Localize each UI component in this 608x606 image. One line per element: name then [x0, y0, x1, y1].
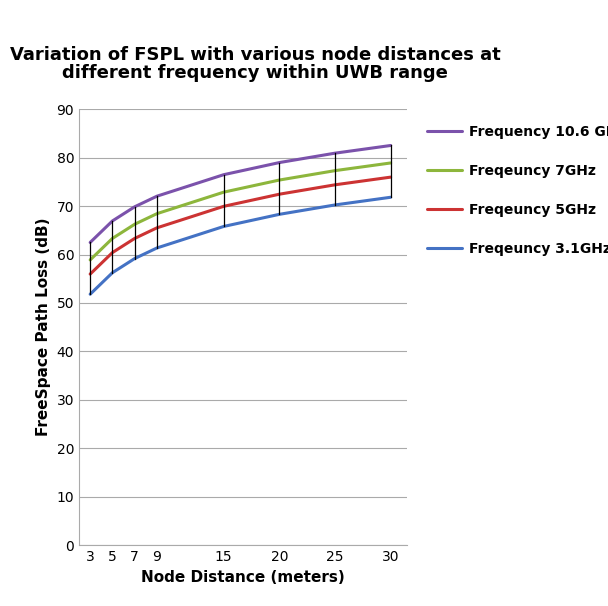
Freqeuncy 7GHz	[131, 221, 139, 228]
Frequency 10.6 GHz	[86, 239, 94, 246]
Freqeuncy 5GHz	[387, 173, 395, 181]
Freqeuncy 3.1GHz	[275, 211, 283, 218]
Line: Freqeuncy 7GHz: Freqeuncy 7GHz	[90, 163, 391, 260]
Frequency 10.6 GHz	[220, 171, 227, 178]
Freqeuncy 5GHz	[131, 235, 139, 242]
Frequency 10.6 GHz	[153, 193, 161, 200]
Y-axis label: FreeSpace Path Loss (dB): FreeSpace Path Loss (dB)	[36, 218, 51, 436]
Freqeuncy 3.1GHz	[153, 244, 161, 251]
Freqeuncy 7GHz	[331, 167, 339, 175]
Freqeuncy 3.1GHz	[331, 201, 339, 208]
Text: Variation of FSPL with various node distances at: Variation of FSPL with various node dist…	[10, 45, 501, 64]
Freqeuncy 7GHz	[387, 159, 395, 167]
Freqeuncy 5GHz	[109, 249, 116, 256]
Freqeuncy 3.1GHz	[86, 291, 94, 298]
Line: Frequency 10.6 GHz: Frequency 10.6 GHz	[90, 145, 391, 242]
Frequency 10.6 GHz	[387, 142, 395, 149]
Freqeuncy 7GHz	[220, 188, 227, 196]
X-axis label: Node Distance (meters): Node Distance (meters)	[141, 570, 345, 585]
Freqeuncy 5GHz	[220, 202, 227, 210]
Freqeuncy 3.1GHz	[109, 269, 116, 276]
Text: different frequency within UWB range: different frequency within UWB range	[63, 64, 448, 82]
Freqeuncy 7GHz	[275, 176, 283, 184]
Freqeuncy 5GHz	[86, 270, 94, 278]
Freqeuncy 3.1GHz	[131, 255, 139, 262]
Freqeuncy 5GHz	[331, 181, 339, 188]
Freqeuncy 3.1GHz	[387, 194, 395, 201]
Freqeuncy 3.1GHz	[220, 223, 227, 230]
Frequency 10.6 GHz	[275, 159, 283, 166]
Freqeuncy 7GHz	[153, 210, 161, 218]
Freqeuncy 7GHz	[86, 256, 94, 264]
Line: Freqeuncy 5GHz: Freqeuncy 5GHz	[90, 177, 391, 274]
Freqeuncy 7GHz	[109, 235, 116, 242]
Frequency 10.6 GHz	[109, 218, 116, 225]
Freqeuncy 5GHz	[275, 190, 283, 198]
Frequency 10.6 GHz	[131, 203, 139, 210]
Legend: Frequency 10.6 GHz, Freqeuncy 7GHz, Freqeuncy 5GHz, Freqeuncy 3.1GHz: Frequency 10.6 GHz, Freqeuncy 7GHz, Freq…	[427, 125, 608, 256]
Line: Freqeuncy 3.1GHz: Freqeuncy 3.1GHz	[90, 198, 391, 295]
Frequency 10.6 GHz	[331, 150, 339, 157]
Freqeuncy 5GHz	[153, 224, 161, 231]
